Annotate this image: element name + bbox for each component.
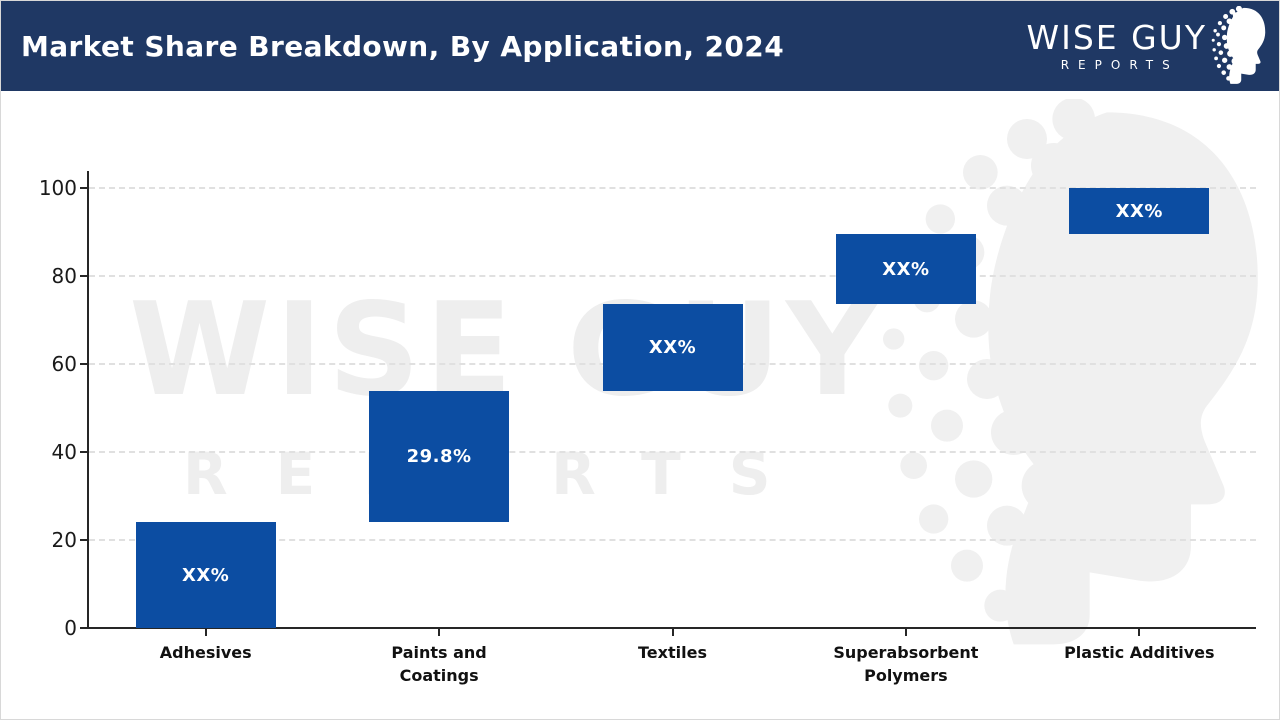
y-tick-label-0: 0: [64, 616, 77, 640]
y-tick-mark-100: [80, 187, 88, 189]
bar-value-label-superabsorbent: XX%: [882, 258, 930, 280]
gridline-80: [89, 275, 1256, 277]
x-tick-mark-paints: [438, 629, 441, 636]
y-tick-mark-0: [80, 627, 88, 629]
x-axis-spine: [87, 627, 1256, 629]
y-tick-mark-20: [80, 539, 88, 541]
x-category-label-textiles: Textiles: [638, 643, 707, 662]
header-bar: Market Share Breakdown, By Application, …: [1, 1, 1279, 91]
bar-value-label-paints: 29.8%: [406, 446, 472, 468]
bar-value-label-textiles: XX%: [648, 337, 697, 359]
gridline-40: [89, 451, 1256, 453]
y-tick-mark-60: [80, 363, 88, 365]
brand-logo: WISE GUY REPORTS: [1026, 6, 1267, 86]
bar-paints: 29.8%: [369, 391, 510, 523]
x-tick-mark-textiles: [671, 629, 674, 636]
y-tick-label-60: 60: [51, 352, 77, 376]
x-tick-mark-plastic: [1138, 629, 1141, 636]
y-tick-label-40: 40: [51, 440, 77, 464]
y-tick-label-80: 80: [51, 264, 77, 288]
x-tick-mark-adhesives: [204, 629, 207, 636]
bar-value-label-adhesives: XX%: [182, 564, 230, 586]
gridline-20: [89, 539, 1256, 541]
y-tick-label-100: 100: [38, 176, 77, 200]
y-axis-spine: [87, 171, 89, 629]
bar-textiles: XX%: [602, 304, 743, 392]
brand-name-bottom: REPORTS: [1060, 58, 1179, 72]
brand-wordmark: WISE GUY REPORTS: [1026, 21, 1207, 71]
x-category-label-paints: Paints and Coatings: [391, 643, 487, 686]
bar-adhesives: XX%: [135, 522, 276, 628]
x-tick-mark-superabsorbent: [904, 629, 907, 636]
gridline-100: [89, 187, 1256, 189]
x-category-label-plastic: Plastic Additives: [1064, 643, 1215, 662]
y-tick-mark-80: [80, 275, 88, 277]
bar-plastic: XX%: [1069, 188, 1210, 235]
bar-superabsorbent: XX%: [835, 234, 976, 305]
brand-name-top: WISE GUY: [1026, 18, 1207, 57]
y-tick-label-20: 20: [51, 528, 77, 552]
y-tick-mark-40: [80, 451, 88, 453]
page-title: Market Share Breakdown, By Application, …: [21, 29, 785, 63]
bar-value-label-plastic: XX%: [1115, 200, 1163, 222]
x-category-label-adhesives: Adhesives: [159, 643, 252, 662]
x-category-label-superabsorbent: Superabsorbent Polymers: [833, 643, 979, 686]
